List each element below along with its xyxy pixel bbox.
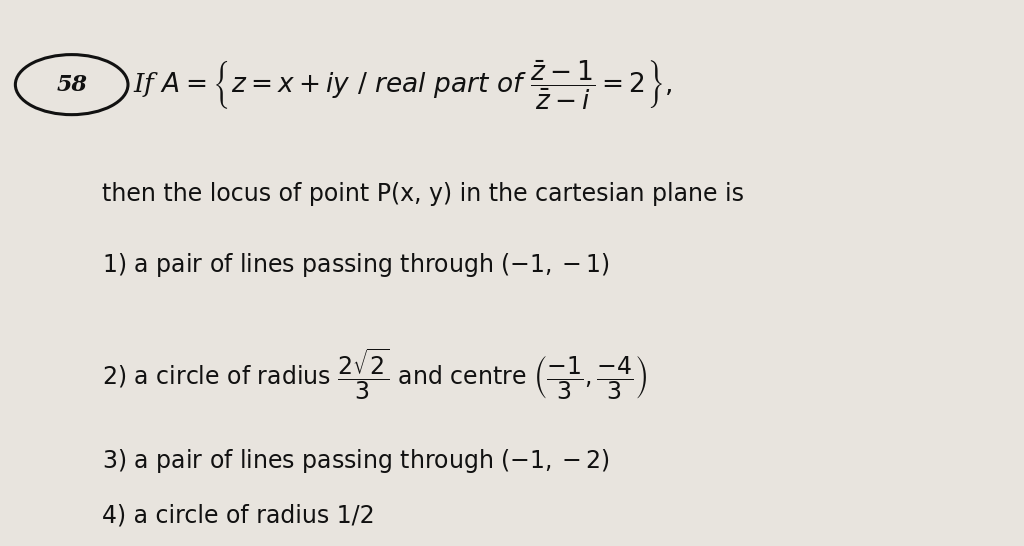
Text: If $A = \left\{z = x + iy\ /\ \mathit{real}\ \mathit{part}\ \mathit{of}\ \dfrac{: If $A = \left\{z = x + iy\ /\ \mathit{re… [133,58,673,111]
Text: 58: 58 [56,74,87,96]
Text: then the locus of point P(x, y) in the cartesian plane is: then the locus of point P(x, y) in the c… [102,182,744,206]
Text: 1) a pair of lines passing through $(-1, -1)$: 1) a pair of lines passing through $(-1,… [102,251,610,279]
Text: 2) a circle of radius $\dfrac{2\sqrt{2}}{3}$ and centre $\left(\dfrac{-1}{3},\df: 2) a circle of radius $\dfrac{2\sqrt{2}}… [102,346,647,402]
Text: 3) a pair of lines passing through $(-1, -2)$: 3) a pair of lines passing through $(-1,… [102,447,610,476]
Text: 4) a circle of radius 1/2: 4) a circle of radius 1/2 [102,504,375,528]
